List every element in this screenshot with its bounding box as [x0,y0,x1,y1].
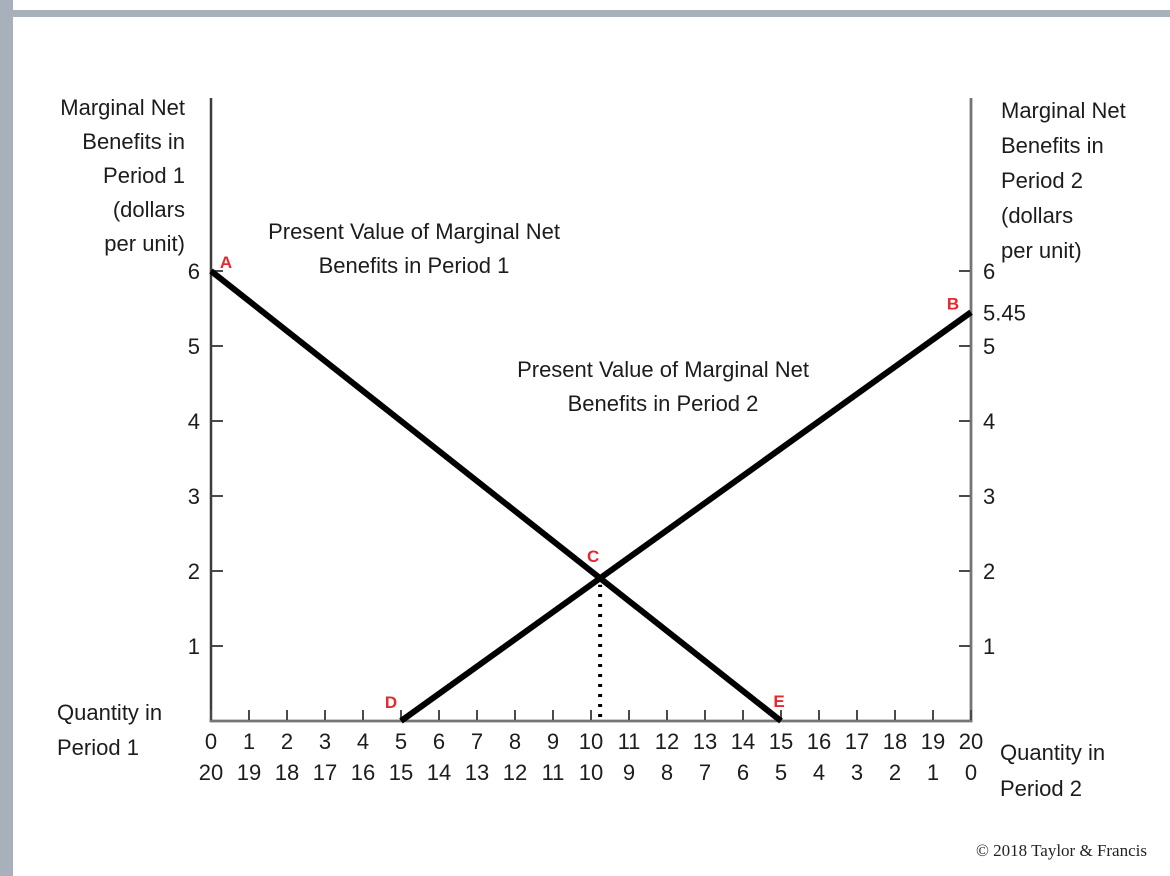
x-tick-label-period1: 12 [655,729,679,754]
point-label-A: A [220,253,232,272]
x-axis-title-line: Period 1 [57,735,139,760]
x-tick-label-period2: 14 [427,760,451,785]
curve-label-line: Present Value of Marginal Net [268,219,560,244]
x-tick-label-period1: 19 [921,729,945,754]
y-left-tick-label: 6 [188,259,200,284]
series-line-1 [209,268,783,724]
y-right-annotation-label: 5.45 [983,300,1026,325]
y-axis-title-line: per unit) [104,231,185,256]
x-tick-label-period2: 3 [851,760,863,785]
y-right-tick-label: 1 [983,634,995,659]
y-axis-title-line: Period 1 [103,163,185,188]
x-tick-label-period1: 8 [509,729,521,754]
y-right-tick-label: 2 [983,559,995,584]
y-axis-title-line: (dollars [112,197,185,222]
x-tick-label-period1: 7 [471,729,483,754]
x-tick-label-period2: 4 [813,760,825,785]
x-tick-label-period2: 16 [351,760,375,785]
x-tick-label-period1: 20 [959,729,983,754]
x-tick-label-period2: 10 [579,760,603,785]
curve-label-line: Benefits in Period 2 [567,391,759,416]
x-axis-title-line: Quantity in [1000,740,1106,765]
x-tick-label-period2: 11 [542,760,565,785]
x-tick-label-period2: 17 [313,760,337,785]
x-tick-label-period1: 14 [731,729,755,754]
y-left-tick-label: 3 [188,484,200,509]
x-tick-label-period2: 9 [623,760,635,785]
x-axis-title-line: Quantity in [57,700,163,725]
point-label-B: B [947,294,959,313]
y-right-tick-label: 3 [983,484,995,509]
top-border-bar [13,10,1170,17]
copyright-text: © 2018 Taylor & Francis [975,841,1147,860]
y-axis-title-period2: Marginal Net Benefits in Period 2 (dolla… [1001,93,1126,268]
y-right-tick-label: 6 [983,259,995,284]
point-label-C: C [587,547,599,566]
y-axis-title-period1: Marginal Net Benefits in Period 1 (dolla… [18,91,185,261]
x-tick-label-period2: 15 [389,760,413,785]
x-axis-title-line: Period 2 [1000,776,1082,801]
y-left-tick-label: 2 [188,559,200,584]
y-axis-title-line: Marginal Net [1001,98,1126,123]
x-tick-label-period1: 17 [845,729,869,754]
x-tick-label-period1: 5 [395,729,407,754]
x-tick-label-period1: 10 [579,729,603,754]
y-right-tick-label: 5 [983,334,995,359]
x-tick-label-period2: 5 [775,760,787,785]
x-tick-label-period1: 3 [319,729,331,754]
y-axis-title-line: Marginal Net [60,95,185,120]
x-axis-title-period2: Quantity in Period 2 [1000,735,1105,807]
x-tick-label-period1: 11 [618,729,641,754]
pv-period2-curve-label: Present Value of Marginal Net Benefits i… [517,353,809,421]
x-tick-label-period2: 6 [737,760,749,785]
x-tick-label-period1: 1 [243,729,255,754]
pv-period1-curve-label: Present Value of Marginal Net Benefits i… [268,215,560,283]
x-tick-label-period1: 9 [547,729,559,754]
x-tick-label-period2: 0 [965,760,977,785]
x-tick-label-period2: 2 [889,760,901,785]
y-left-tick-label: 1 [188,634,200,659]
x-tick-label-period1: 4 [357,729,369,754]
y-right-tick-label: 4 [983,409,995,434]
y-left-tick-label: 5 [188,334,200,359]
x-tick-label-period2: 7 [699,760,711,785]
x-tick-label-period2: 8 [661,760,673,785]
x-tick-label-period1: 6 [433,729,445,754]
y-left-tick-label: 4 [188,409,200,434]
x-tick-label-period1: 18 [883,729,907,754]
y-axis-title-line: Period 2 [1001,168,1083,193]
x-tick-label-period2: 18 [275,760,299,785]
x-tick-label-period2: 19 [237,760,261,785]
x-tick-label-period2: 1 [927,760,939,785]
x-axis-title-period1: Quantity in Period 1 [57,695,162,765]
x-tick-label-period2: 13 [465,760,489,785]
point-label-D: D [385,693,397,712]
x-tick-label-period1: 13 [693,729,717,754]
x-tick-label-period2: 12 [503,760,527,785]
x-tick-label-period1: 2 [281,729,293,754]
curve-label-line: Present Value of Marginal Net [517,357,809,382]
x-tick-label-period1: 16 [807,729,831,754]
y-axis-title-line: (dollars [1001,203,1074,228]
left-border-bar [0,0,13,876]
x-tick-label-period1: 15 [769,729,793,754]
x-tick-label-period1: 0 [205,729,217,754]
point-label-E: E [773,692,784,711]
y-axis-title-line: per unit) [1001,238,1082,263]
series-line-2 [399,309,973,724]
curve-label-line: Benefits in Period 1 [318,253,510,278]
x-tick-label-period2: 20 [199,760,223,785]
y-axis-title-line: Benefits in [82,129,185,154]
y-axis-title-line: Benefits in [1001,133,1104,158]
